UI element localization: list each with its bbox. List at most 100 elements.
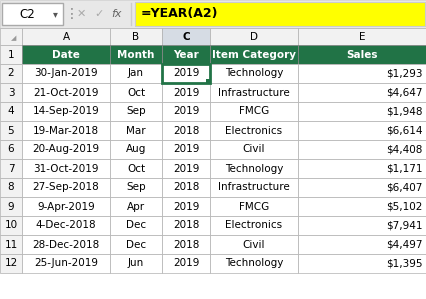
Text: 20-Aug-2019: 20-Aug-2019 [32,144,99,155]
Text: ✓: ✓ [94,9,104,19]
Bar [110,178,161,197]
Bar [161,64,210,83]
Bar [297,140,426,159]
Text: A: A [62,31,69,42]
Bar [2,3,63,25]
Text: $5,102: $5,102 [386,202,422,211]
Bar [110,45,161,64]
Bar [210,83,297,102]
Bar [110,159,161,178]
Bar [210,254,297,273]
Text: C: C [182,31,190,42]
Text: Electronics: Electronics [225,126,282,135]
Bar [161,216,210,235]
Text: 2018: 2018 [173,126,199,135]
Text: 2018: 2018 [173,220,199,231]
Text: $6,614: $6,614 [386,126,422,135]
Text: Technology: Technology [224,68,282,79]
Bar [297,178,426,197]
Text: 9-Apr-2019: 9-Apr-2019 [37,202,95,211]
Text: Electronics: Electronics [225,220,282,231]
Bar [22,28,110,45]
Text: Infrastructure: Infrastructure [218,88,289,97]
Text: $1,948: $1,948 [386,106,422,117]
Bar [110,102,161,121]
Bar [161,197,210,216]
Bar [210,45,297,64]
Text: 2019: 2019 [173,144,199,155]
Bar [110,197,161,216]
Bar [161,121,210,140]
Bar [210,102,297,121]
Bar [161,83,210,102]
Bar [297,216,426,235]
Text: $1,171: $1,171 [386,164,422,173]
Bar [0,140,22,159]
Bar [161,102,210,121]
Bar [0,28,22,45]
Text: B: B [132,31,139,42]
Text: Sales: Sales [346,50,377,60]
Text: 28-Dec-2018: 28-Dec-2018 [32,239,99,249]
Text: Dec: Dec [126,220,146,231]
Text: Sep: Sep [126,182,145,193]
Text: Date: Date [52,50,80,60]
Text: Technology: Technology [224,164,282,173]
Text: Civil: Civil [242,239,265,249]
Text: Oct: Oct [127,88,145,97]
Text: 4-Dec-2018: 4-Dec-2018 [36,220,96,231]
Bar [210,178,297,197]
Bar [22,216,110,235]
Text: 2019: 2019 [173,164,199,173]
Bar [161,45,210,64]
Bar [210,235,297,254]
Text: FMCG: FMCG [238,202,268,211]
Text: Dec: Dec [126,239,146,249]
Text: Jan: Jan [128,68,144,79]
Text: $4,408: $4,408 [386,144,422,155]
Bar [210,121,297,140]
Text: Civil: Civil [242,144,265,155]
Text: 2018: 2018 [173,182,199,193]
Text: ▾: ▾ [52,9,58,19]
Bar [22,64,110,83]
Bar [210,197,297,216]
Bar [22,102,110,121]
Text: Sep: Sep [126,106,145,117]
Bar [210,216,297,235]
Bar [0,178,22,197]
Bar [0,102,22,121]
Bar [205,79,210,84]
Text: 1: 1 [8,50,14,60]
Bar [297,197,426,216]
Text: 2019: 2019 [173,202,199,211]
Bar [22,235,110,254]
Bar [0,0,426,28]
Text: 2018: 2018 [173,239,199,249]
Text: 8: 8 [8,182,14,193]
Text: Month: Month [117,50,154,60]
Bar [210,64,297,83]
Text: 11: 11 [4,239,17,249]
Text: 25-Jun-2019: 25-Jun-2019 [34,259,98,269]
Text: 7: 7 [8,164,14,173]
Bar [22,197,110,216]
Text: $1,395: $1,395 [386,259,422,269]
Bar [22,159,110,178]
Bar [210,159,297,178]
Bar [297,102,426,121]
Bar [22,45,110,64]
Text: fx: fx [112,9,122,19]
Bar [0,83,22,102]
Text: 2019: 2019 [173,88,199,97]
Text: 2019: 2019 [173,68,199,79]
Bar [135,2,424,26]
Bar [161,28,210,45]
Text: Jun: Jun [127,259,144,269]
Text: 19-Mar-2018: 19-Mar-2018 [33,126,99,135]
Text: Apr: Apr [127,202,145,211]
Bar [0,64,22,83]
Bar [210,28,297,45]
Text: ⋮: ⋮ [65,7,79,21]
Text: D: D [249,31,257,42]
